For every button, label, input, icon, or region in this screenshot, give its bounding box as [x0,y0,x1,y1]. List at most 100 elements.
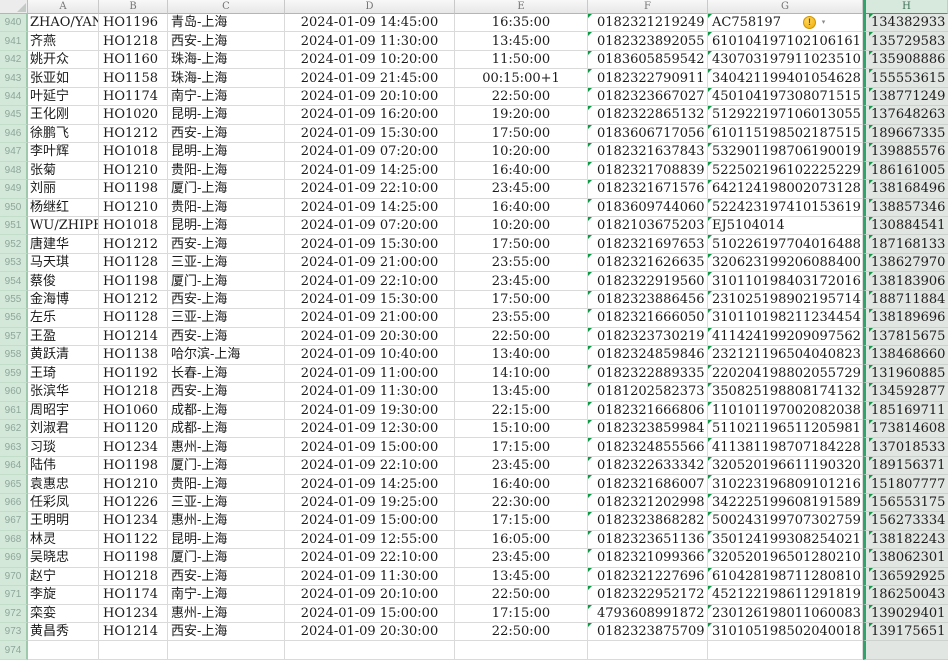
cell-G964[interactable]: 320520196611190320 [708,456,863,476]
row-header-970[interactable]: 970 [0,567,28,587]
cell-F945[interactable]: 0182322865132 [588,106,708,125]
cell-A954[interactable]: 蔡俊 [28,272,99,291]
cell-D941[interactable]: 2024-01-09 11:30:00 [285,32,455,51]
row-header-956[interactable]: 956 [0,309,28,328]
cell-G953[interactable]: 320623199206088400 [708,253,863,273]
cell-H952[interactable]: 187168133 [863,235,948,254]
cell-D960[interactable]: 2024-01-09 11:30:00 [285,383,455,402]
cell-G950[interactable]: 522423197410153619 [708,198,863,217]
cell-B956[interactable]: HO1128 [99,309,168,328]
cell-G963[interactable]: 411381198707184228 [708,438,863,457]
cell-B951[interactable]: HO1018 [99,216,168,236]
column-header-h[interactable]: H [863,0,948,14]
cell-H947[interactable]: 139885576 [863,143,948,162]
row-header-946[interactable]: 946 [0,124,28,144]
cell-B974[interactable] [99,641,168,660]
cell-E953[interactable]: 23:55:00 [455,253,588,273]
cell-E959[interactable]: 14:10:00 [455,364,588,384]
cell-B969[interactable]: HO1198 [99,549,168,568]
cell-B964[interactable]: HO1198 [99,456,168,476]
cell-A945[interactable]: 王化刚 [28,106,99,125]
cell-C941[interactable]: 西安-上海 [168,32,285,51]
cell-H972[interactable]: 139029401 [863,604,948,623]
cell-E966[interactable]: 22:30:00 [455,493,588,513]
cell-D971[interactable]: 2024-01-09 20:10:00 [285,586,455,605]
cell-F943[interactable]: 0182322790911 [588,69,708,88]
cell-A963[interactable]: 习琰 [28,438,99,457]
column-header-b[interactable]: B [99,0,168,14]
row-header-962[interactable]: 962 [0,419,28,439]
cell-G956[interactable]: 310110198211234454 [708,309,863,328]
select-all-corner[interactable] [0,0,28,14]
cell-D964[interactable]: 2024-01-09 22:10:00 [285,456,455,476]
cell-G943[interactable]: 340421199401054628 [708,69,863,88]
chevron-down-icon[interactable]: ▾ [821,19,826,26]
cell-B968[interactable]: HO1122 [99,530,168,550]
cell-G972[interactable]: 230126198011060083 [708,604,863,623]
cell-F956[interactable]: 0182321666050 [588,309,708,328]
cell-F962[interactable]: 0182323859984 [588,419,708,439]
cell-A965[interactable]: 袁惠忠 [28,475,99,494]
row-header-957[interactable]: 957 [0,327,28,347]
cell-E972[interactable]: 17:15:00 [455,604,588,623]
cell-C950[interactable]: 贵阳-上海 [168,198,285,217]
cell-D946[interactable]: 2024-01-09 15:30:00 [285,124,455,144]
cell-B967[interactable]: HO1234 [99,512,168,531]
cell-H949[interactable]: 138168496 [863,180,948,199]
cell-E974[interactable] [455,641,588,660]
cell-H950[interactable]: 138857346 [863,198,948,217]
cell-A948[interactable]: 张菊 [28,161,99,181]
cell-C958[interactable]: 哈尔滨-上海 [168,346,285,365]
cell-C952[interactable]: 西安-上海 [168,235,285,254]
cell-G962[interactable]: 511021196511205981 [708,419,863,439]
cell-F970[interactable]: 0182321227696 [588,567,708,587]
cell-E971[interactable]: 22:50:00 [455,586,588,605]
cell-B953[interactable]: HO1128 [99,253,168,273]
cell-F946[interactable]: 0183606717056 [588,124,708,144]
cell-A966[interactable]: 任彩凤 [28,493,99,513]
cell-B942[interactable]: HO1160 [99,50,168,70]
row-header-971[interactable]: 971 [0,586,28,605]
cell-H957[interactable]: 137815675 [863,327,948,347]
row-header-943[interactable]: 943 [0,69,28,88]
cell-H945[interactable]: 137648263 [863,106,948,125]
cell-D948[interactable]: 2024-01-09 14:25:00 [285,161,455,181]
cell-D973[interactable]: 2024-01-09 20:30:00 [285,622,455,642]
cell-C971[interactable]: 南宁-上海 [168,586,285,605]
cell-H960[interactable]: 134592877 [863,383,948,402]
cell-B965[interactable]: HO1210 [99,475,168,494]
row-header-950[interactable]: 950 [0,198,28,217]
cell-F953[interactable]: 0182321626635 [588,253,708,273]
cell-E952[interactable]: 17:50:00 [455,235,588,254]
cell-E960[interactable]: 13:45:00 [455,383,588,402]
cell-A974[interactable] [28,641,99,660]
cell-B972[interactable]: HO1234 [99,604,168,623]
row-header-974[interactable]: 974 [0,641,28,660]
cell-D951[interactable]: 2024-01-09 07:20:00 [285,216,455,236]
cell-D970[interactable]: 2024-01-09 11:30:00 [285,567,455,587]
cell-C955[interactable]: 西安-上海 [168,290,285,310]
cell-F973[interactable]: 0182323875709 [588,622,708,642]
cell-G952[interactable]: 510226197704016488 [708,235,863,254]
cell-E942[interactable]: 11:50:00 [455,50,588,70]
cell-G968[interactable]: 350124199308254021 [708,530,863,550]
cell-B946[interactable]: HO1212 [99,124,168,144]
cell-G958[interactable]: 232121196504040823 [708,346,863,365]
cell-C953[interactable]: 三亚-上海 [168,253,285,273]
cell-B959[interactable]: HO1192 [99,364,168,384]
cell-G969[interactable]: 320520196501280210 [708,549,863,568]
cell-B949[interactable]: HO1198 [99,180,168,199]
cell-G954[interactable]: 310110198403172016 [708,272,863,291]
cell-B954[interactable]: HO1198 [99,272,168,291]
cell-A940[interactable]: ZHAO/YAN [28,14,99,33]
cell-D968[interactable]: 2024-01-09 12:55:00 [285,530,455,550]
cell-A943[interactable]: 张亚如 [28,69,99,88]
cell-D956[interactable]: 2024-01-09 21:00:00 [285,309,455,328]
cell-E967[interactable]: 17:15:00 [455,512,588,531]
cell-E951[interactable]: 10:20:00 [455,216,588,236]
cell-D952[interactable]: 2024-01-09 15:30:00 [285,235,455,254]
cell-D947[interactable]: 2024-01-09 07:20:00 [285,143,455,162]
row-header-973[interactable]: 973 [0,622,28,642]
cell-A949[interactable]: 刘丽 [28,180,99,199]
cell-A973[interactable]: 黄昌秀 [28,622,99,642]
